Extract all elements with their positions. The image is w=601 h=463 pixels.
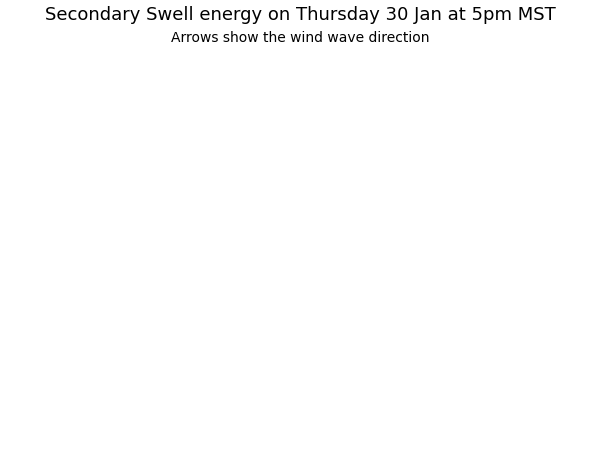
Text: Arrows show the wind wave direction: Arrows show the wind wave direction [171,31,430,44]
Text: Secondary Swell energy on Thursday 30 Jan at 5pm MST: Secondary Swell energy on Thursday 30 Ja… [45,6,556,24]
